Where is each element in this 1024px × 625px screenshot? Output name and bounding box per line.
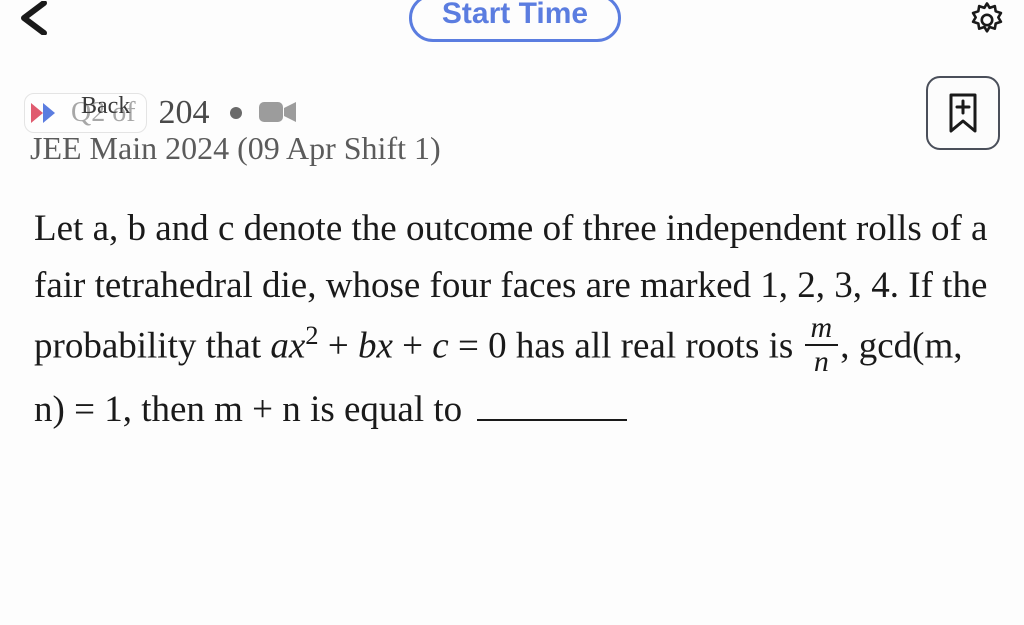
exam-source-line: JEE Main 2024 (09 Apr Shift 1) [30, 130, 441, 167]
page-root: Start Time Q2 of Back [0, 0, 1024, 625]
q-gcd: gcd [859, 325, 912, 366]
back-button[interactable] [14, 0, 72, 36]
q-eq-a: a [270, 325, 289, 366]
q-text: , then [123, 389, 214, 430]
question-prefix-overwrite: Back [81, 93, 130, 120]
q-fraction: mn [803, 313, 841, 377]
q-text: , [109, 208, 128, 249]
separator-dot [230, 107, 242, 119]
q-text: is equal to [301, 389, 472, 430]
q-eq-eq0: = 0 [449, 325, 507, 366]
settings-button[interactable] [958, 0, 1010, 44]
q-frac-den: n [805, 346, 839, 377]
bookmark-button[interactable] [926, 76, 1000, 150]
q-var-b: b [128, 208, 147, 249]
q-text: , [840, 325, 859, 366]
q-text: Let [34, 208, 93, 249]
q-frac-num: m [805, 313, 839, 346]
video-camera-icon [258, 98, 298, 126]
q-var-a: a [93, 208, 109, 249]
q-faces: 1, 2, 3, 4 [760, 265, 890, 306]
q-eq-plus2: + [393, 325, 432, 366]
q-eq-x: x [289, 325, 305, 366]
start-time-pill[interactable]: Start Time [409, 0, 621, 42]
question-index-pill[interactable]: Q2 of Back [24, 93, 147, 133]
play-forward-icon [27, 96, 67, 130]
video-solution-button[interactable] [258, 98, 298, 128]
q-eq-exp: 2 [305, 320, 318, 350]
answer-blank [477, 417, 627, 421]
q-eq-b: b [358, 325, 377, 366]
q-text: and [146, 208, 218, 249]
q-eq-c: c [432, 325, 448, 366]
q-var-c: c [218, 208, 234, 249]
q-eq-plus: + [319, 325, 358, 366]
q-text: has all real roots is [507, 325, 803, 366]
question-number: 204 [159, 94, 210, 132]
q-mplusn: m + n [214, 389, 301, 430]
question-text: Let a, b and c denote the outcome of thr… [34, 200, 990, 438]
chevron-left-icon [14, 1, 60, 35]
top-bar: Start Time [0, 0, 1024, 46]
q-eq-x1: x [376, 325, 392, 366]
bookmark-add-icon [945, 91, 981, 135]
gear-icon [964, 0, 1010, 40]
question-index-block: Q2 of Back 204 [24, 93, 298, 133]
